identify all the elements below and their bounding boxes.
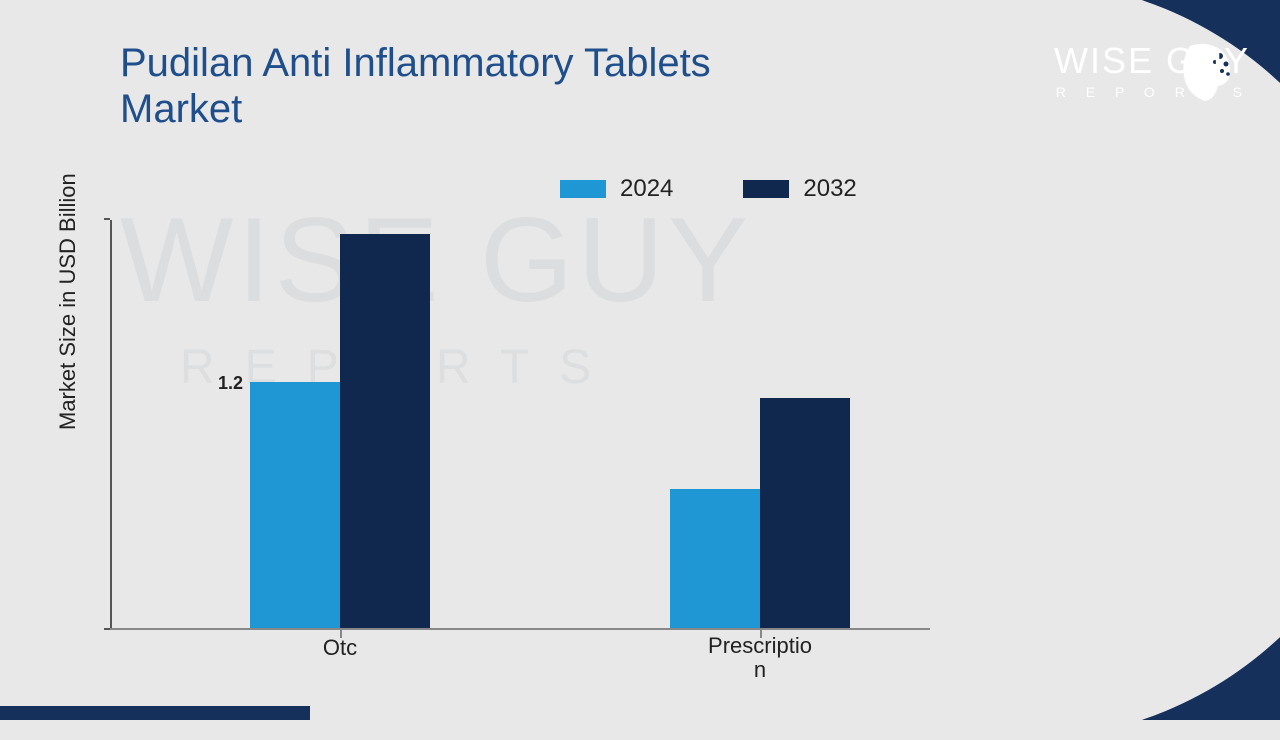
y-tick xyxy=(104,628,110,630)
bar xyxy=(760,398,850,628)
legend-item: 2032 xyxy=(743,175,856,203)
y-axis xyxy=(110,220,112,630)
bar xyxy=(340,234,430,628)
legend-label: 2024 xyxy=(620,175,673,203)
bar-value-label: 1.2 xyxy=(218,373,243,394)
y-axis-label: Market Size in USD Billion xyxy=(55,173,81,430)
logo-sub-text: R E P O R T S xyxy=(1054,84,1250,100)
legend-label: 2032 xyxy=(803,175,856,203)
legend-swatch xyxy=(560,180,606,198)
legend: 2024 2032 xyxy=(560,175,857,203)
bottom-accent-bar xyxy=(0,706,310,720)
brand-logo: WISE GUY R E P O R T S xyxy=(1054,40,1250,100)
x-axis xyxy=(110,628,930,630)
bar xyxy=(670,489,760,628)
chart-area: 1.2OtcPrescription xyxy=(110,220,930,630)
category-label: Prescription xyxy=(690,634,830,682)
category-label: Otc xyxy=(270,636,410,660)
legend-item: 2024 xyxy=(560,175,673,203)
brand-panel xyxy=(970,0,1280,720)
legend-swatch xyxy=(743,180,789,198)
logo-main-text: WISE GUY xyxy=(1054,40,1250,82)
bar xyxy=(250,382,340,628)
y-tick xyxy=(104,218,110,220)
chart-title: Pudilan Anti Inflammatory Tablets Market xyxy=(120,40,840,132)
